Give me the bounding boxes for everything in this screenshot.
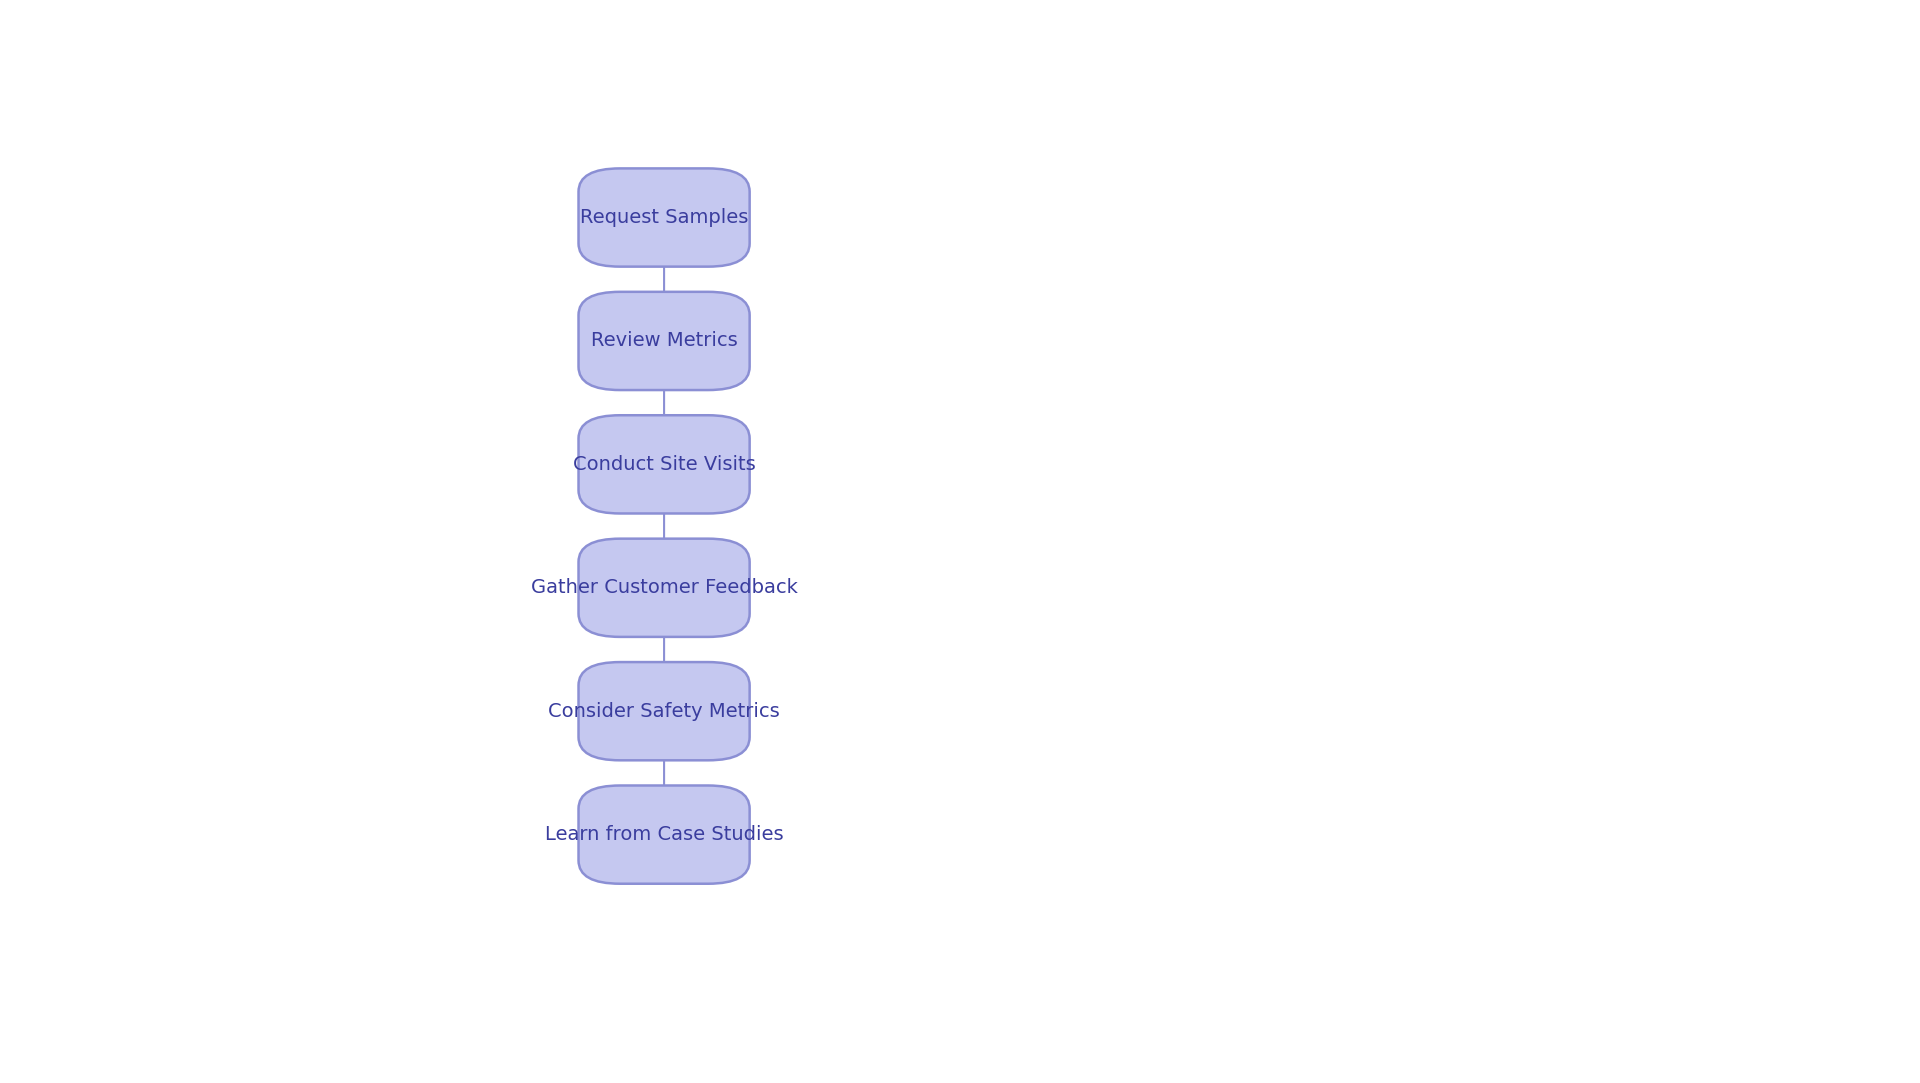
FancyBboxPatch shape bbox=[578, 415, 749, 513]
FancyBboxPatch shape bbox=[578, 538, 749, 637]
FancyBboxPatch shape bbox=[578, 785, 749, 884]
Text: Conduct Site Visits: Conduct Site Visits bbox=[572, 455, 755, 474]
FancyBboxPatch shape bbox=[578, 662, 749, 760]
Text: Gather Customer Feedback: Gather Customer Feedback bbox=[530, 578, 797, 598]
Text: Request Samples: Request Samples bbox=[580, 208, 749, 227]
FancyBboxPatch shape bbox=[578, 168, 749, 266]
FancyBboxPatch shape bbox=[578, 291, 749, 390]
Text: Review Metrics: Review Metrics bbox=[591, 331, 737, 351]
Text: Consider Safety Metrics: Consider Safety Metrics bbox=[549, 702, 780, 720]
Text: Learn from Case Studies: Learn from Case Studies bbox=[545, 825, 783, 844]
